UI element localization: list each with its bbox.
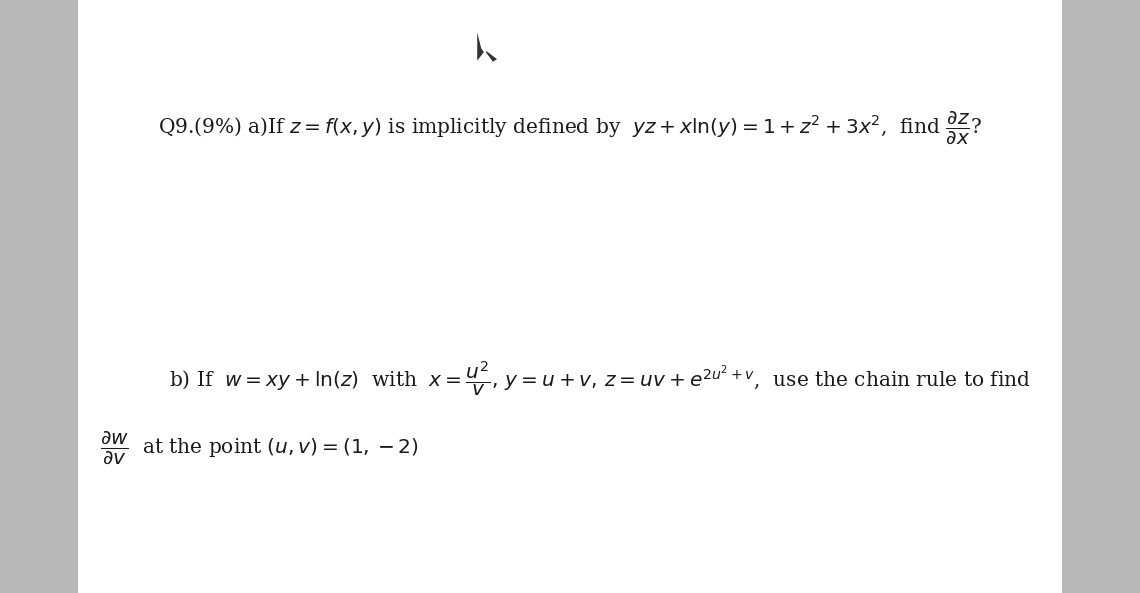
Polygon shape (477, 27, 498, 63)
Text: $\dfrac{\partial w}{\partial v}$  at the point $(u, v) = (1, -2)$: $\dfrac{\partial w}{\partial v}$ at the … (100, 429, 420, 466)
Text: Q9.(9%) a)If $z = f(x, y)$ is implicitly defined by  $yz + x\ln(y) = 1 + z^2 + 3: Q9.(9%) a)If $z = f(x, y)$ is implicitly… (157, 109, 983, 146)
Bar (0, 0, 78, 593)
Bar (1062, 0, 1140, 593)
Text: b) If  $w = xy + \ln(z)$  with  $x = \dfrac{u^2}{v},\, y = u + v,\, z = uv + e^{: b) If $w = xy + \ln(z)$ with $x = \dfrac… (169, 360, 1031, 399)
